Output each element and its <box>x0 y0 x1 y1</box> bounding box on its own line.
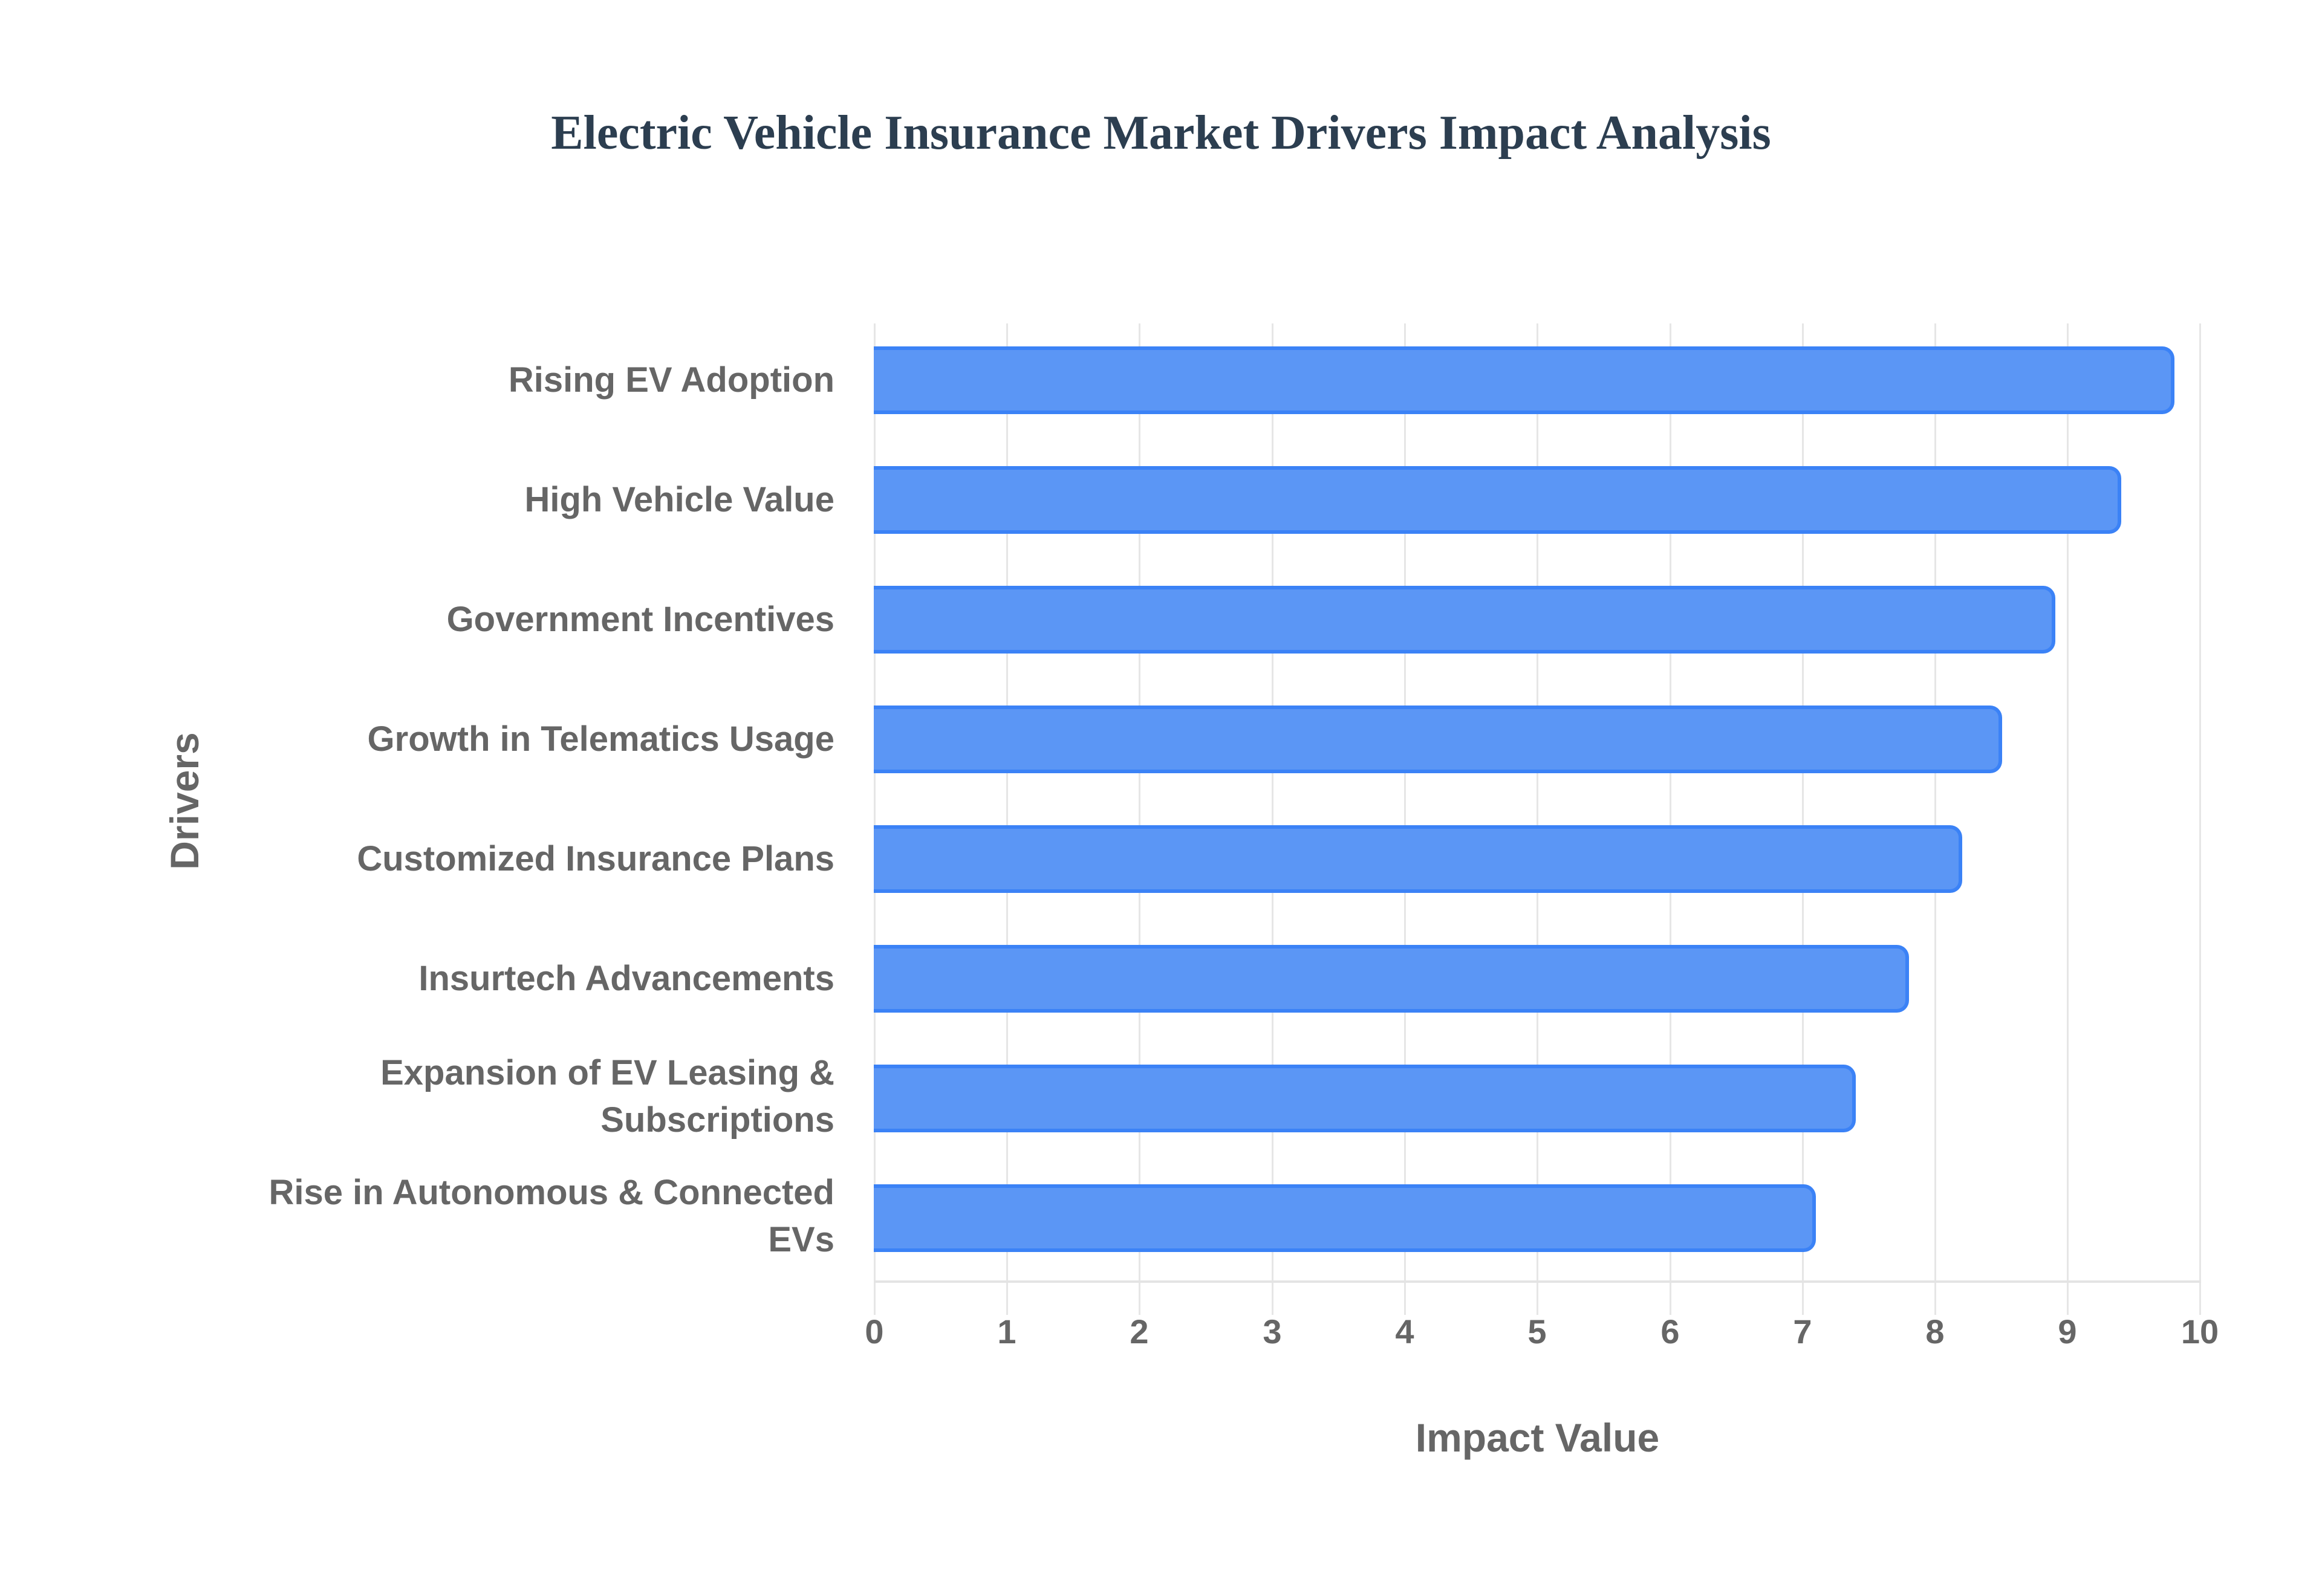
gridline-2 <box>1139 323 1140 1315</box>
x-tick-label: 0 <box>865 1312 884 1351</box>
bar-expansion-of-ev-leasing[interactable] <box>874 1065 1856 1132</box>
gridline-6 <box>1670 323 1671 1315</box>
category-label: High Vehicle Value <box>524 480 834 519</box>
x-tick-label: 10 <box>2181 1312 2219 1351</box>
x-tick-label: 9 <box>2058 1312 2077 1351</box>
x-tick-label: 4 <box>1395 1312 1414 1351</box>
gridline-9 <box>2067 323 2069 1315</box>
gridline-4 <box>1404 323 1406 1315</box>
category-label: Insurtech Advancements <box>418 959 834 998</box>
gridline-1 <box>1006 323 1008 1315</box>
gridline-8 <box>1934 323 1936 1315</box>
x-tick-label: 5 <box>1527 1312 1547 1351</box>
bar-insurtech-advancements[interactable] <box>874 945 1910 1013</box>
category-label: Expansion of EV Leasing & Subscriptions <box>380 1053 834 1140</box>
category-label: Customized Insurance Plans <box>357 839 834 878</box>
bar-government-incentives[interactable] <box>874 586 2055 654</box>
x-tick-label: 6 <box>1660 1312 1680 1351</box>
y-axis-title: Drivers <box>162 732 207 870</box>
x-tick-label: 1 <box>997 1312 1016 1351</box>
category-label: Government Incentives <box>446 600 834 639</box>
gridline-3 <box>1272 323 1273 1315</box>
plot-area <box>874 323 2201 1315</box>
x-tick-label: 8 <box>1925 1312 1945 1351</box>
bar-rise-in-autonomous-connected-evs[interactable] <box>874 1184 1816 1252</box>
bar-growth-in-telematics-usage[interactable] <box>874 706 2002 773</box>
gridline-5 <box>1537 323 1538 1315</box>
bar-rising-ev-adoption[interactable] <box>874 346 2175 414</box>
bar-customized-insurance-plans[interactable] <box>874 825 1962 893</box>
gridline-10 <box>2199 323 2201 1315</box>
x-axis-line <box>874 1280 2201 1283</box>
x-tick-label: 2 <box>1130 1312 1149 1351</box>
gridline-7 <box>1802 323 1804 1315</box>
category-label: Rising EV Adoption <box>508 360 834 400</box>
bar-high-vehicle-value[interactable] <box>874 466 2122 534</box>
category-label: Growth in Telematics Usage <box>367 719 834 759</box>
category-label: Rise in Autonomous & Connected EVs <box>268 1173 834 1259</box>
chart-title: Electric Vehicle Insurance Market Driver… <box>551 106 1771 160</box>
x-tick-label: 7 <box>1793 1312 1812 1351</box>
gridline-0 <box>874 323 876 1315</box>
x-tick-label: 3 <box>1263 1312 1282 1351</box>
x-axis-title: Impact Value <box>1415 1415 1660 1460</box>
